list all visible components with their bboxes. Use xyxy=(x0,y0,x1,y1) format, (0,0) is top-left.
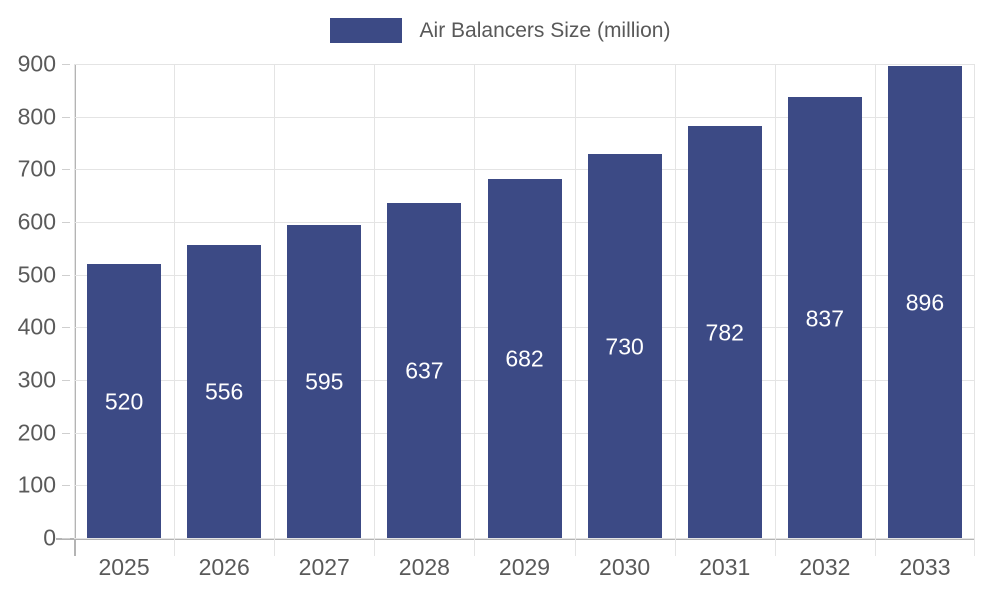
gridline-vertical xyxy=(74,64,75,538)
gridline-horizontal xyxy=(74,169,975,171)
y-axis-tick-mark xyxy=(62,169,70,171)
y-axis-tick-label: 800 xyxy=(17,103,56,130)
gridline-vertical xyxy=(774,64,776,556)
bar[interactable] xyxy=(287,224,362,538)
y-axis-tick-mark xyxy=(62,64,70,65)
x-axis-tick-label: 2030 xyxy=(599,554,651,580)
y-axis-tick-label: 200 xyxy=(17,419,56,446)
x-axis-tick-label: 2028 xyxy=(398,554,450,580)
y-axis-line xyxy=(74,64,76,556)
chart-legend: Air Balancers Size (million) xyxy=(0,12,1000,48)
y-axis-tick-mark xyxy=(62,327,70,329)
bar[interactable] xyxy=(187,245,262,538)
bar[interactable] xyxy=(587,153,662,538)
plot-area: 520 556 595 637 682 730 782 837 896 xyxy=(74,64,975,556)
y-axis-tick-label: 400 xyxy=(17,313,56,340)
bar[interactable] xyxy=(387,202,462,538)
bar[interactable] xyxy=(687,126,762,538)
gridline-vertical xyxy=(474,64,476,556)
x-axis-tick-label: 2026 xyxy=(198,554,250,580)
bar[interactable] xyxy=(887,66,962,538)
bar[interactable] xyxy=(787,97,862,538)
y-axis-tick-mark xyxy=(62,538,70,539)
x-axis-tick-label: 2029 xyxy=(498,554,551,580)
y-axis-tick-mark xyxy=(62,432,70,434)
gridline-vertical xyxy=(874,64,876,556)
gridline-vertical xyxy=(574,64,576,556)
y-axis-tick-label: 500 xyxy=(17,261,56,288)
x-axis-tick-label: 2031 xyxy=(699,554,751,580)
gridline-vertical xyxy=(374,64,376,556)
y-axis-tick-label: 700 xyxy=(17,155,56,182)
x-axis-tick-label: 2032 xyxy=(799,554,851,580)
y-axis-tick-mark xyxy=(62,274,70,276)
y-axis-tick-mark xyxy=(62,116,70,118)
legend-color-swatch xyxy=(329,17,402,43)
gridline-horizontal xyxy=(74,64,975,65)
gridline-vertical xyxy=(174,64,176,556)
y-axis-tick-label: 600 xyxy=(17,208,56,235)
y-axis-tick-mark xyxy=(62,485,70,487)
bar[interactable] xyxy=(87,264,162,538)
x-axis-tick-label: 2025 xyxy=(98,554,150,580)
x-axis-tick-label: 2033 xyxy=(899,554,951,580)
y-axis-tick-label: 900 xyxy=(17,50,56,77)
y-axis-tick-label: 100 xyxy=(17,471,56,498)
legend-item-label: Air Balancers Size (million) xyxy=(419,18,671,42)
gridline-horizontal xyxy=(74,116,975,118)
x-axis-line xyxy=(56,538,975,540)
gridline-horizontal xyxy=(74,538,975,539)
y-axis-tick-label: 300 xyxy=(17,366,56,393)
legend-item-air-balancers-size[interactable]: Air Balancers Size (million) xyxy=(329,17,671,43)
x-axis-tick-label: 2027 xyxy=(298,554,350,580)
gridline-vertical xyxy=(274,64,276,556)
y-axis-tick-mark xyxy=(62,380,70,381)
y-axis-tick-label: 0 xyxy=(43,524,56,551)
gridline-vertical xyxy=(974,64,975,556)
bar[interactable] xyxy=(487,178,562,538)
y-axis-tick-mark xyxy=(62,222,70,223)
gridline-vertical xyxy=(674,64,676,556)
